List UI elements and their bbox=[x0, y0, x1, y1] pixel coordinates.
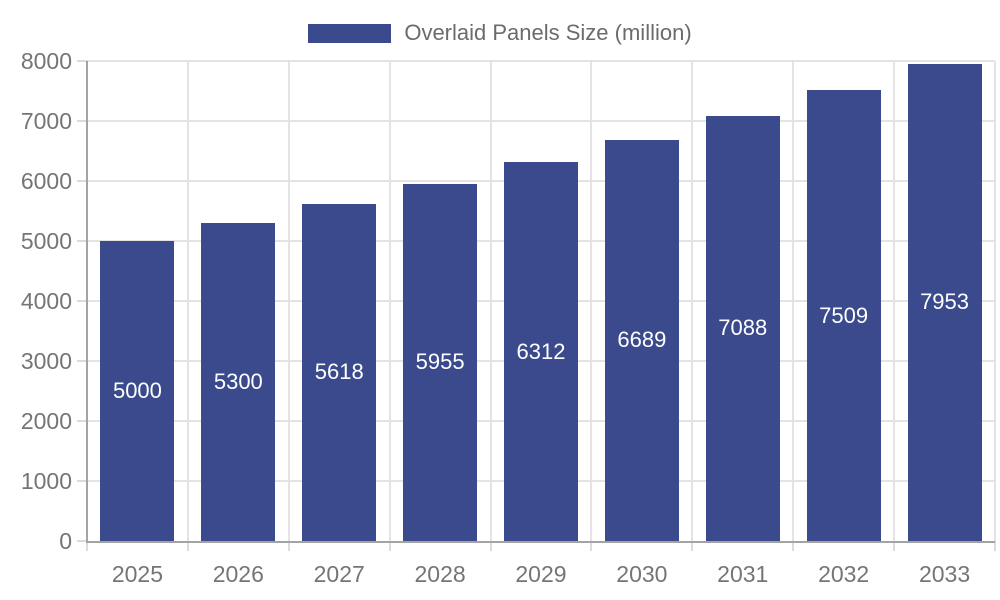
y-tick-label: 3000 bbox=[20, 348, 72, 374]
bar-value-label: 6689 bbox=[617, 327, 667, 353]
gridline-v bbox=[388, 61, 391, 541]
y-tick-mark bbox=[77, 360, 87, 362]
x-tick-label: 2032 bbox=[818, 561, 870, 587]
y-axis-line bbox=[86, 61, 88, 543]
x-tick-label: 2026 bbox=[212, 561, 264, 587]
bar: 5300 bbox=[201, 223, 276, 541]
gridline-h bbox=[87, 120, 995, 122]
legend: Overlaid Panels Size (million) bbox=[0, 20, 1000, 46]
x-tick-label: 2028 bbox=[414, 561, 466, 587]
x-tick-label: 2029 bbox=[515, 561, 567, 587]
x-tick-label: 2027 bbox=[313, 561, 365, 587]
x-tick-label: 2033 bbox=[918, 561, 971, 587]
gridline-h bbox=[87, 60, 995, 62]
y-tick-label: 8000 bbox=[20, 48, 72, 74]
gridline-v bbox=[287, 61, 290, 541]
bar: 5000 bbox=[100, 241, 175, 541]
bar-value-label: 7509 bbox=[819, 302, 869, 328]
x-tick-mark bbox=[86, 541, 88, 551]
bar-value-label: 5000 bbox=[112, 378, 162, 403]
y-tick-label: 0 bbox=[59, 528, 72, 554]
gridline-v bbox=[489, 61, 492, 541]
y-tick-mark bbox=[77, 300, 87, 302]
y-tick-label: 6000 bbox=[20, 168, 72, 194]
gridline-v bbox=[994, 61, 996, 541]
x-tick-mark bbox=[388, 541, 391, 551]
gridline-v bbox=[893, 61, 896, 541]
y-tick-label: 7000 bbox=[20, 108, 72, 134]
y-tick-label: 1000 bbox=[20, 468, 72, 494]
x-tick-mark bbox=[287, 541, 290, 551]
legend-label: Overlaid Panels Size (million) bbox=[404, 20, 692, 45]
gridline-v bbox=[691, 61, 694, 541]
bar: 6312 bbox=[504, 162, 578, 541]
legend-swatch bbox=[308, 23, 392, 43]
x-tick-mark bbox=[186, 541, 189, 551]
bar: 7088 bbox=[705, 115, 780, 541]
y-tick-mark bbox=[77, 240, 87, 242]
x-tick-label: 2031 bbox=[717, 561, 769, 587]
y-tick-mark bbox=[77, 60, 87, 62]
bar: 7509 bbox=[806, 90, 881, 541]
x-tick-mark bbox=[691, 541, 694, 551]
x-tick-mark bbox=[893, 541, 896, 551]
y-tick-mark bbox=[77, 480, 87, 482]
bar: 5955 bbox=[403, 183, 478, 541]
y-tick-label: 5000 bbox=[20, 228, 72, 254]
x-tick-label: 2030 bbox=[616, 561, 668, 587]
y-tick-mark bbox=[77, 180, 87, 182]
bar-value-label: 5618 bbox=[314, 359, 364, 385]
bar-value-label: 6312 bbox=[516, 338, 566, 364]
x-tick-label: 2025 bbox=[111, 561, 164, 587]
y-tick-label: 2000 bbox=[20, 408, 72, 434]
bar: 5618 bbox=[302, 203, 377, 541]
x-tick-mark bbox=[590, 541, 593, 551]
y-tick-mark bbox=[77, 120, 87, 122]
gridline-v bbox=[792, 61, 795, 541]
gridline-v bbox=[590, 61, 593, 541]
y-tick-mark bbox=[77, 420, 87, 422]
bar-value-label: 5955 bbox=[415, 349, 465, 375]
gridline-v bbox=[186, 61, 189, 541]
bar-value-label: 7088 bbox=[718, 315, 768, 341]
x-tick-mark bbox=[792, 541, 795, 551]
x-tick-mark bbox=[994, 541, 996, 551]
x-tick-mark bbox=[489, 541, 492, 551]
bar-value-label: 7953 bbox=[920, 289, 970, 315]
x-axis-line bbox=[87, 541, 995, 543]
y-tick-label: 4000 bbox=[20, 288, 72, 314]
y-tick-mark bbox=[77, 540, 87, 542]
bar: 7953 bbox=[907, 63, 982, 541]
bar: 6689 bbox=[604, 139, 679, 541]
bar-value-label: 5300 bbox=[213, 369, 263, 394]
